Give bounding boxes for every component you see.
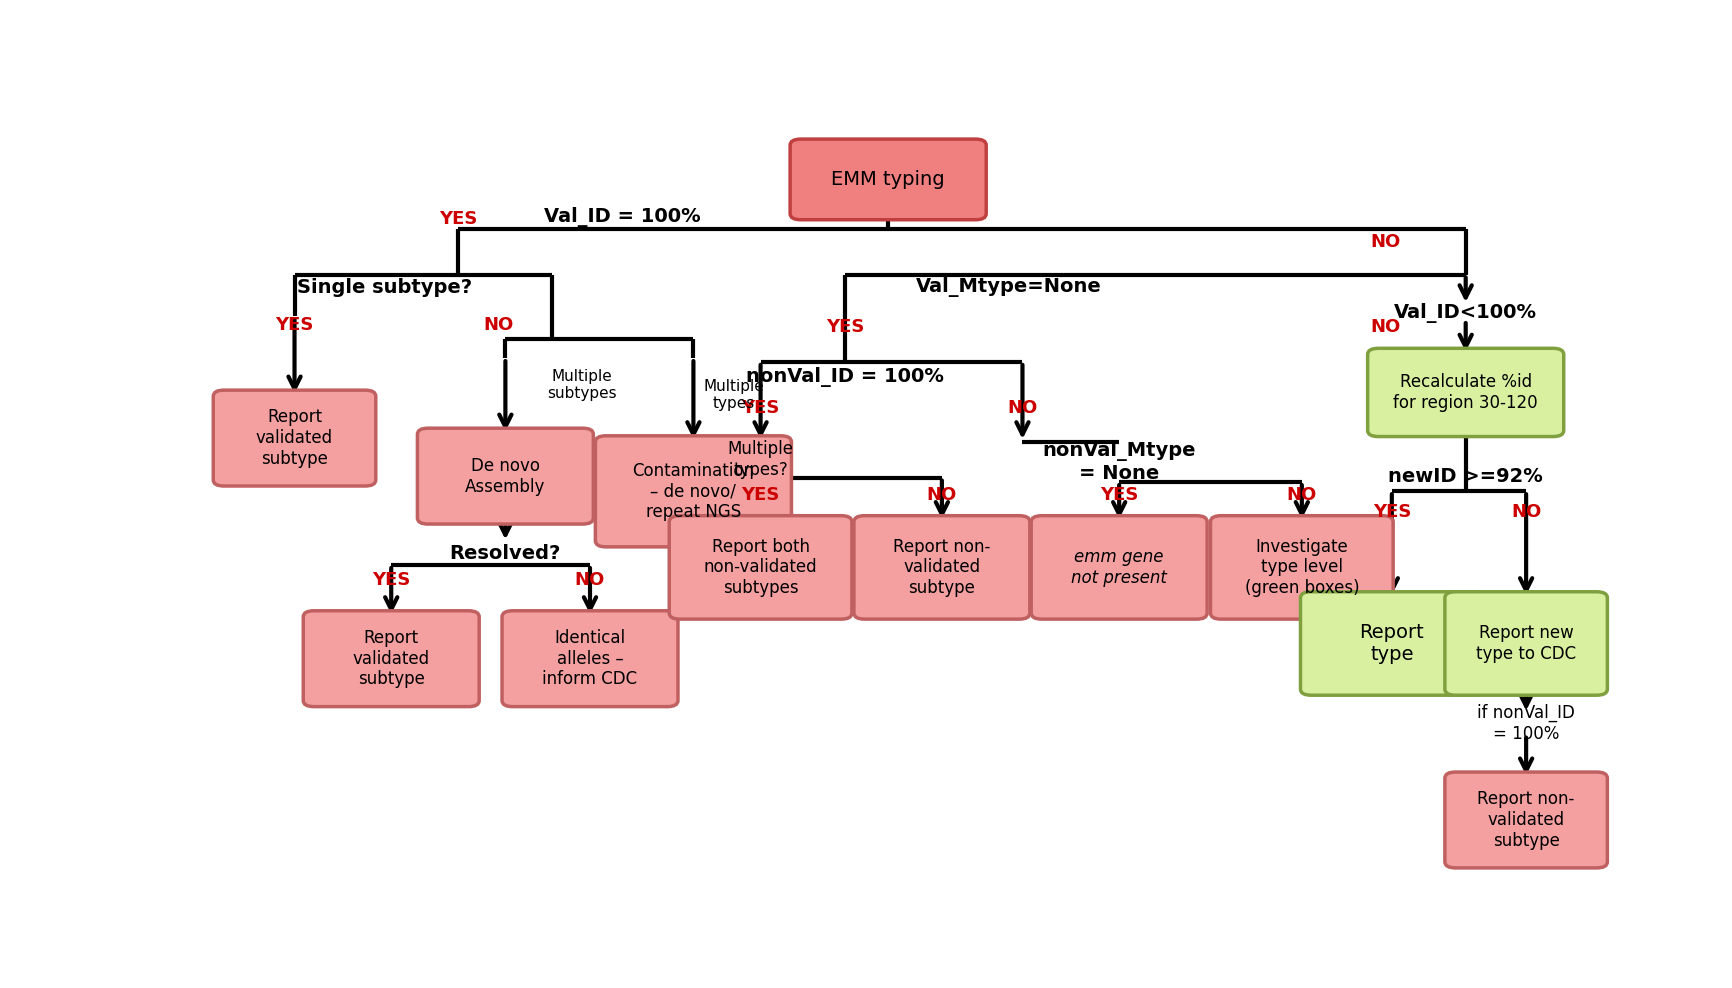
Text: De novo
Assembly: De novo Assembly [464, 456, 546, 496]
Text: Report both
non-validated
subtypes: Report both non-validated subtypes [703, 537, 818, 597]
Text: newID >=92%: newID >=92% [1387, 466, 1541, 486]
FancyBboxPatch shape [854, 516, 1029, 619]
Text: NO: NO [1370, 318, 1399, 336]
FancyBboxPatch shape [213, 390, 376, 486]
Text: emm gene
not present: emm gene not present [1070, 548, 1166, 587]
Text: Multiple
types: Multiple types [703, 378, 764, 411]
Text: YES: YES [1372, 503, 1410, 521]
Text: Investigate
type level
(green boxes): Investigate type level (green boxes) [1244, 537, 1358, 597]
Text: YES: YES [741, 486, 779, 504]
Text: YES: YES [826, 318, 864, 336]
Text: NO: NO [575, 571, 604, 589]
Text: nonVal_ID = 100%: nonVal_ID = 100% [746, 368, 944, 387]
Text: Resolved?: Resolved? [449, 544, 561, 563]
FancyBboxPatch shape [1367, 349, 1562, 437]
Text: nonVal_Mtype
= None: nonVal_Mtype = None [1043, 442, 1195, 483]
Text: YES: YES [1100, 486, 1138, 504]
Text: Report
validated
subtype: Report validated subtype [256, 408, 333, 468]
FancyBboxPatch shape [669, 516, 852, 619]
Text: Val_ID = 100%: Val_ID = 100% [544, 207, 700, 227]
Text: if nonVal_ID
= 100%: if nonVal_ID = 100% [1476, 703, 1574, 743]
Text: Identical
alleles –
inform CDC: Identical alleles – inform CDC [542, 629, 637, 689]
Text: Multiple
types?: Multiple types? [727, 440, 793, 479]
Text: Report non-
validated
subtype: Report non- validated subtype [892, 537, 991, 597]
FancyBboxPatch shape [1031, 516, 1207, 619]
FancyBboxPatch shape [790, 139, 986, 219]
Text: Report
validated
subtype: Report validated subtype [352, 629, 430, 689]
Text: Multiple
subtypes: Multiple subtypes [547, 369, 617, 401]
Text: YES: YES [372, 571, 410, 589]
Text: Report new
type to CDC: Report new type to CDC [1476, 624, 1576, 663]
Text: Val_ID<100%: Val_ID<100% [1393, 302, 1536, 322]
FancyBboxPatch shape [1444, 592, 1607, 696]
FancyBboxPatch shape [502, 611, 677, 706]
Text: NO: NO [1285, 486, 1316, 504]
FancyBboxPatch shape [417, 428, 592, 524]
Text: YES: YES [741, 398, 779, 417]
Text: EMM typing: EMM typing [831, 170, 944, 189]
Text: Single subtype?: Single subtype? [298, 278, 473, 297]
FancyBboxPatch shape [596, 436, 792, 547]
Text: Val_Mtype=None: Val_Mtype=None [916, 278, 1102, 297]
Text: Contamination
– de novo/
repeat NGS: Contamination – de novo/ repeat NGS [632, 461, 753, 521]
Text: NO: NO [1370, 233, 1399, 251]
Text: Report
type: Report type [1358, 623, 1424, 664]
Text: Recalculate %id
for region 30-120: Recalculate %id for region 30-120 [1393, 373, 1536, 412]
FancyBboxPatch shape [303, 611, 480, 706]
FancyBboxPatch shape [1209, 516, 1393, 619]
Text: NO: NO [483, 316, 513, 335]
Text: YES: YES [438, 210, 478, 228]
FancyBboxPatch shape [1299, 592, 1483, 696]
Text: NO: NO [1510, 503, 1540, 521]
Text: NO: NO [927, 486, 956, 504]
Text: NO: NO [1006, 398, 1037, 417]
Text: YES: YES [275, 316, 313, 335]
FancyBboxPatch shape [1444, 772, 1607, 867]
Text: Report non-
validated
subtype: Report non- validated subtype [1477, 790, 1574, 850]
